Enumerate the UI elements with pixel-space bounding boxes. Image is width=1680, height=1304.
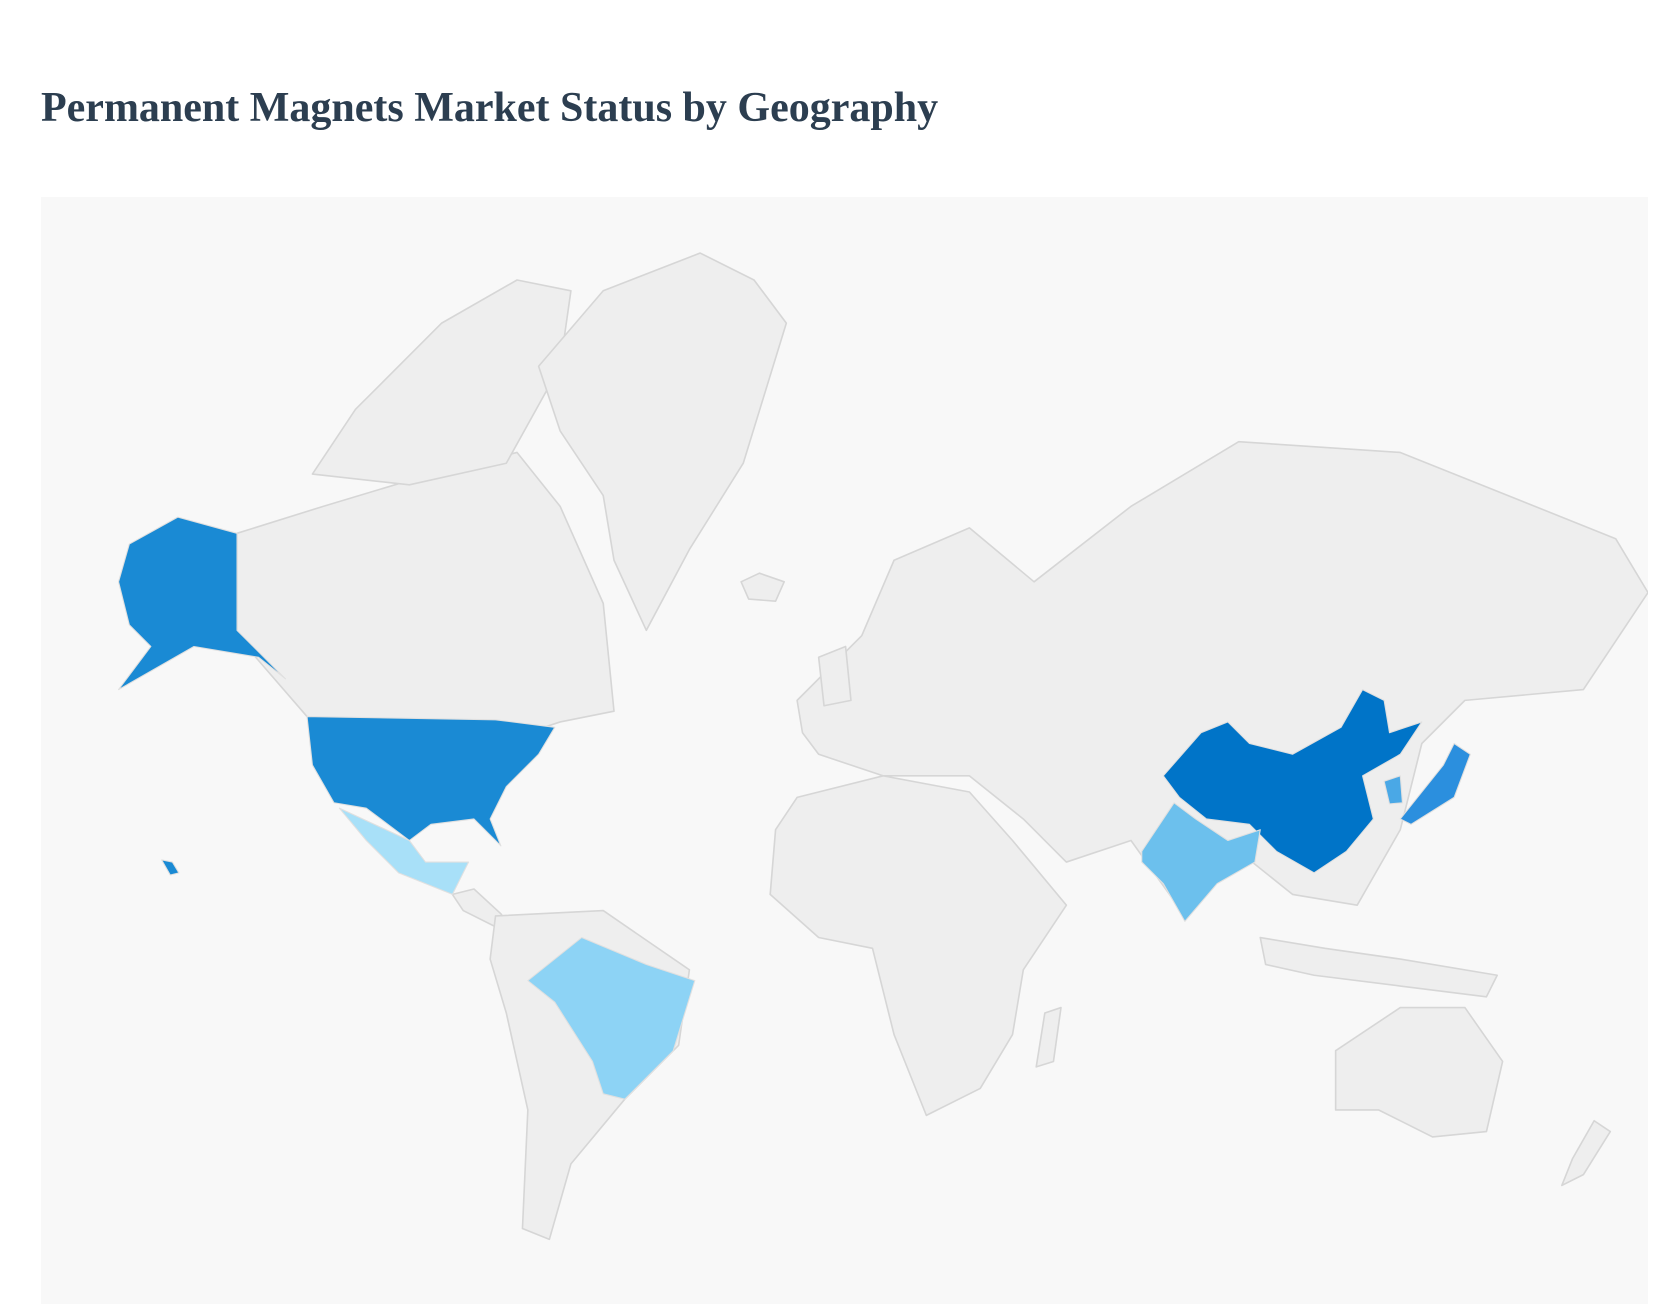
land-greenland: [537, 252, 788, 632]
region-japan[interactable]: [1399, 742, 1471, 825]
land-arctic-islands: [311, 279, 572, 486]
land-iceland: [740, 572, 785, 603]
region-india[interactable]: [1141, 802, 1261, 922]
land-southeast-asia-islands: [1259, 936, 1499, 998]
land-africa: [769, 775, 1068, 1117]
land-new-zealand: [1561, 1119, 1612, 1187]
land-australia: [1334, 1006, 1504, 1138]
land-canada: [236, 451, 615, 745]
region-south-korea[interactable]: [1383, 775, 1403, 805]
region-brazil[interactable]: [527, 936, 696, 1100]
region-united-states[interactable]: [306, 716, 556, 847]
land-uk: [817, 645, 852, 707]
region-alaska[interactable]: [118, 516, 287, 691]
page-title: Permanent Magnets Market Status by Geogr…: [41, 85, 939, 131]
region-china[interactable]: [1162, 689, 1423, 874]
land-eurasia: [796, 440, 1648, 917]
world-map: [41, 197, 1648, 1304]
region-hawaii[interactable]: [161, 859, 180, 876]
region-mexico[interactable]: [338, 807, 470, 895]
world-map-svg: [118, 252, 1648, 1241]
land-madagascar: [1035, 1006, 1062, 1068]
